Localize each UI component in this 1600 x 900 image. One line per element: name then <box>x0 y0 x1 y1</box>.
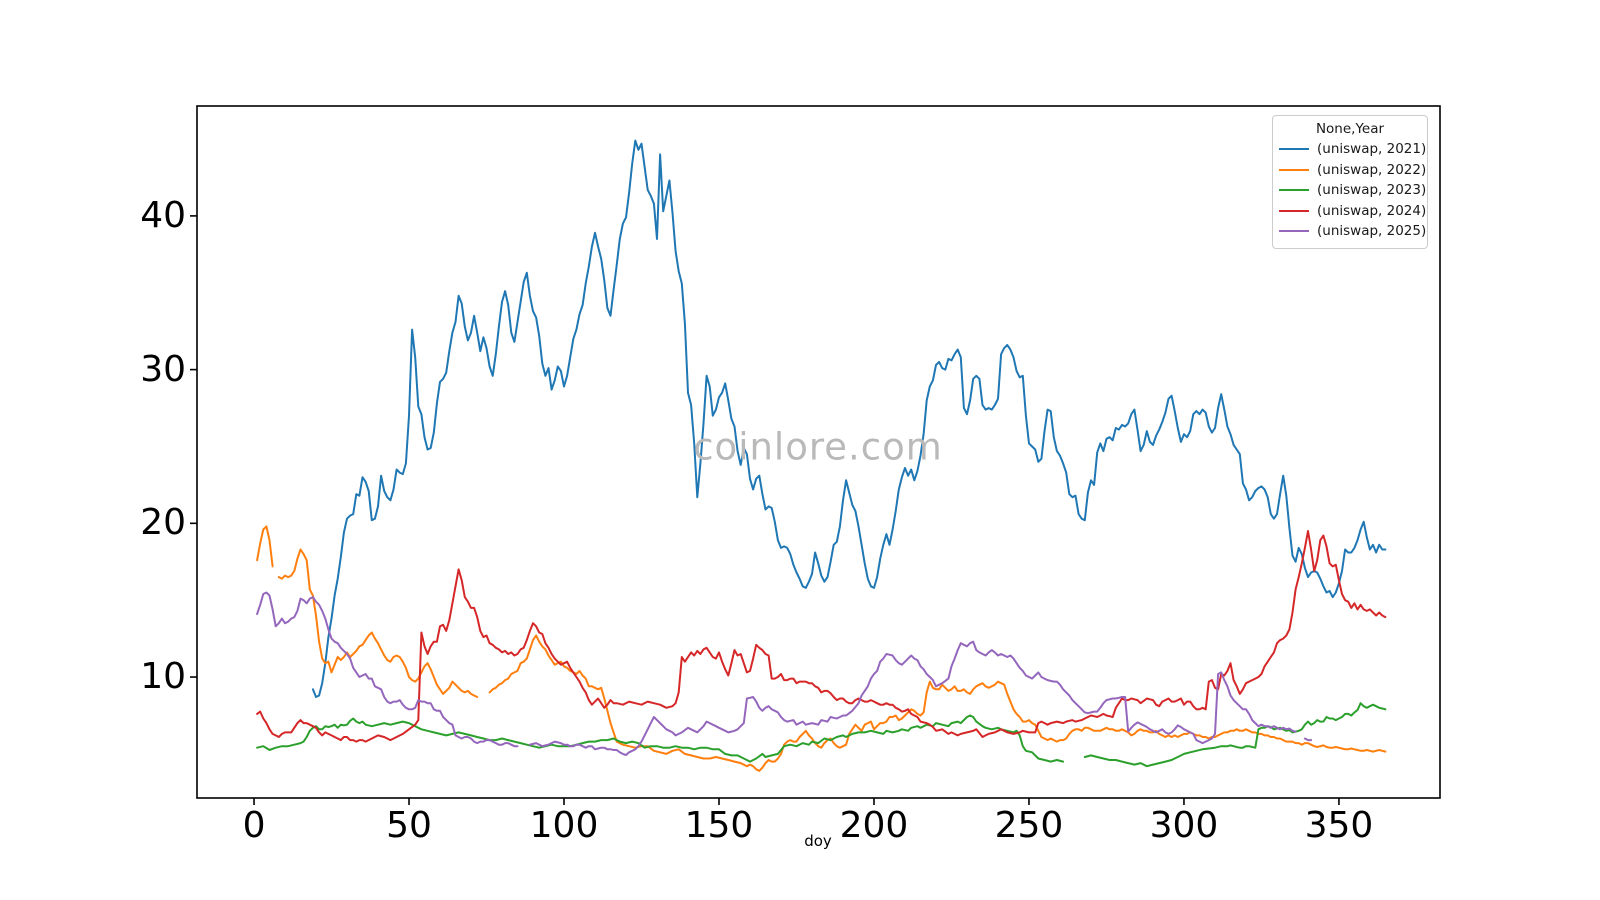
legend-label: (uniswap, 2024) <box>1317 202 1427 219</box>
watermark: coinlore.com <box>693 425 943 469</box>
legend-title: None,Year <box>1315 121 1385 137</box>
x-tick-label: 50 <box>386 805 432 846</box>
series-line-2021 <box>311 139 1387 698</box>
y-tick-label: 10 <box>140 656 186 698</box>
x-tick-label: 300 <box>1149 805 1219 846</box>
legend-item: (uniswap, 2024) <box>1279 201 1426 222</box>
y-tick-label: 40 <box>140 194 186 236</box>
legend-line-sample-2025-icon <box>1279 230 1309 233</box>
y-tick-label: 20 <box>140 502 186 544</box>
legend-label: (uniswap, 2025) <box>1317 223 1427 240</box>
axes <box>190 105 1441 805</box>
x-tick-label: 350 <box>1304 805 1374 846</box>
x-tick-label: 200 <box>839 805 909 846</box>
legend-item: (uniswap, 2023) <box>1279 180 1426 201</box>
legend-item: (uniswap, 2022) <box>1279 160 1426 181</box>
legend-line-sample-2023-icon <box>1279 189 1309 192</box>
legend-line-sample-2021-icon <box>1279 148 1309 151</box>
series-lines <box>256 139 1387 772</box>
series-line-2024 <box>256 530 1387 743</box>
series-line-2022 <box>256 525 1387 772</box>
legend-label: (uniswap, 2022) <box>1317 161 1427 178</box>
legend: None,Year (uniswap, 2021) (uniswap, 2022… <box>1272 115 1428 249</box>
legend-label: (uniswap, 2023) <box>1317 182 1427 199</box>
legend-line-sample-2024-icon <box>1279 209 1309 212</box>
x-tick-label: 250 <box>994 805 1064 846</box>
plot-spines <box>196 105 1441 799</box>
legend-item: (uniswap, 2021) <box>1279 139 1426 160</box>
y-tick-label: 30 <box>140 348 186 390</box>
series-line-2025 <box>256 591 1313 756</box>
legend-line-sample-2022-icon <box>1279 168 1309 171</box>
x-axis-label: doy <box>804 832 832 850</box>
x-tick-label: 150 <box>684 805 754 846</box>
legend-item: (uniswap, 2025) <box>1279 221 1426 242</box>
legend-label: (uniswap, 2021) <box>1317 141 1427 158</box>
x-tick-label: 0 <box>242 805 266 846</box>
x-tick-label: 100 <box>529 805 599 846</box>
